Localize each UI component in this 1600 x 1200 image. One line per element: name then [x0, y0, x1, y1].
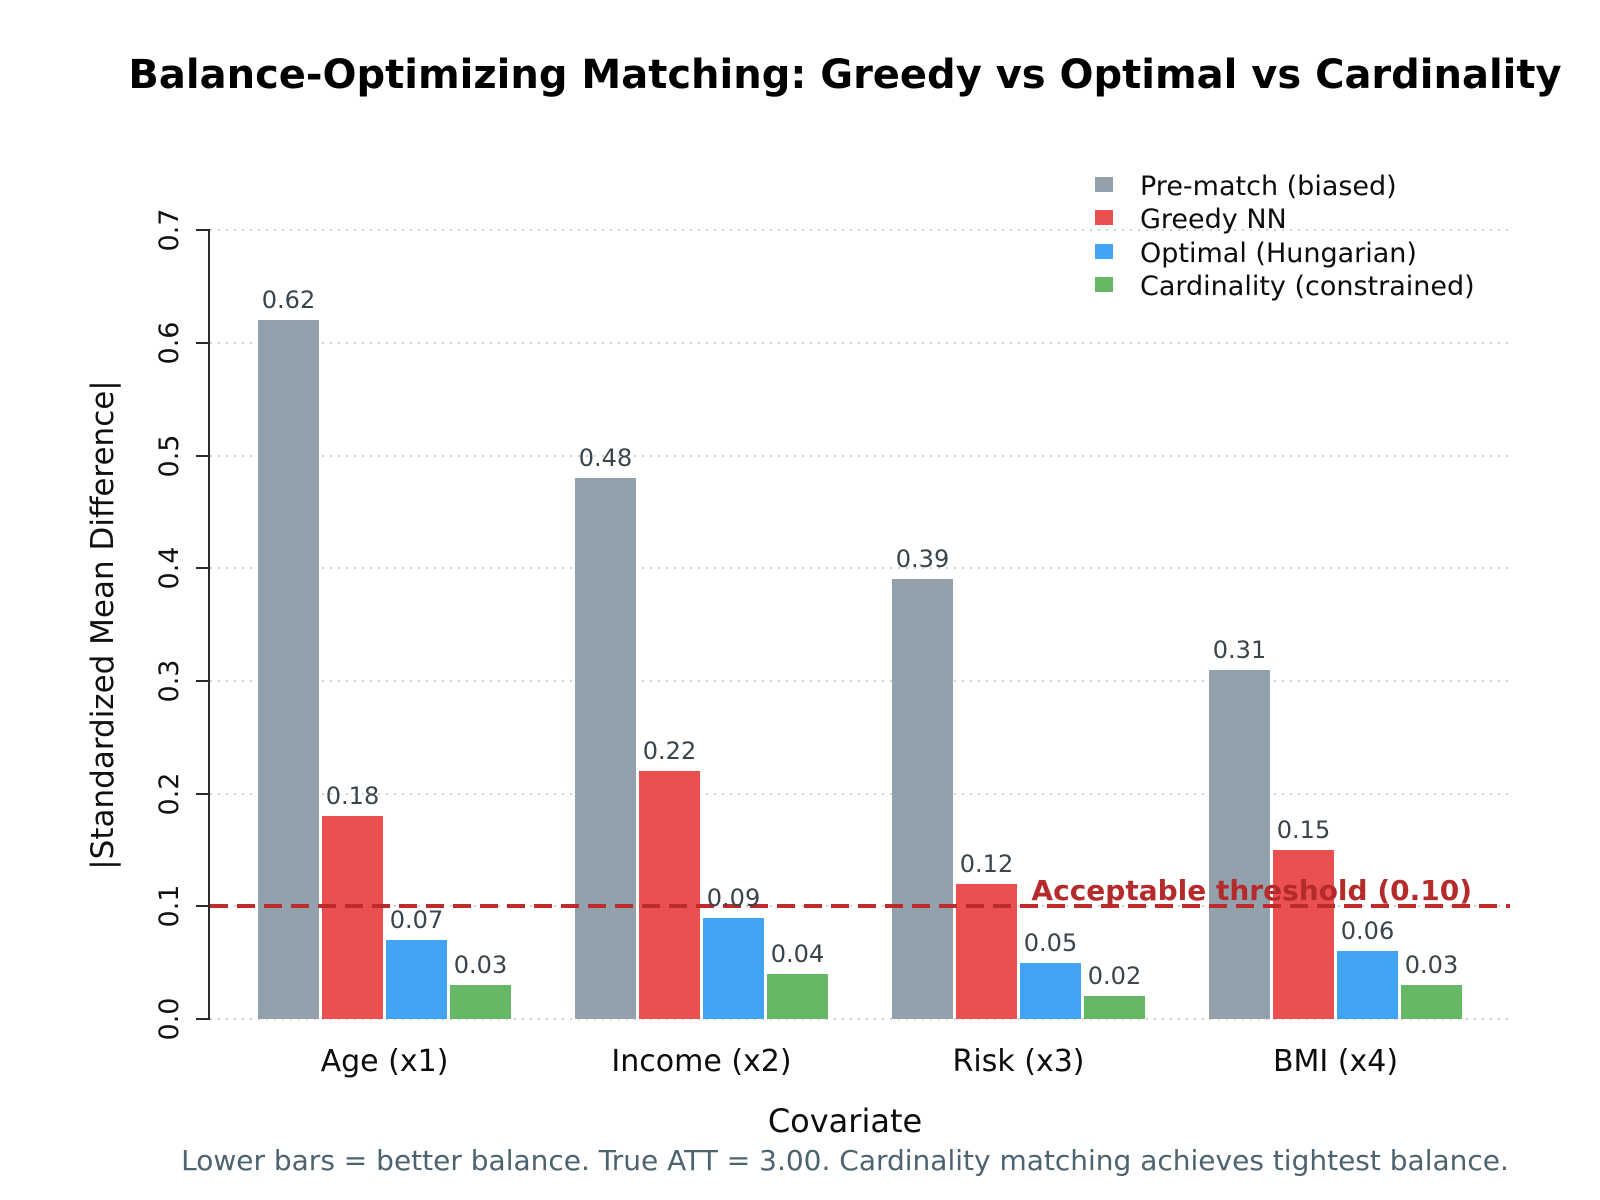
bar-value-optimal-hungarian-risk-x3: 0.05	[1023, 929, 1078, 957]
bar-optimal-hungarian-bmi-x4	[1337, 951, 1398, 1019]
x-axis-title: Covariate	[767, 1102, 923, 1140]
y-tick-label-0.0: 0.0	[154, 997, 185, 1041]
y-tick-label-0.7: 0.7	[154, 208, 185, 252]
bar-value-optimal-hungarian-bmi-x4: 0.06	[1340, 917, 1395, 945]
bar-value-greedy-nn-bmi-x4: 0.15	[1276, 816, 1331, 844]
y-axis-title: |Standardized Mean Difference|	[85, 380, 121, 870]
y-tick-0.3	[196, 679, 210, 682]
bar-greedy-nn-bmi-x4	[1273, 850, 1334, 1019]
x-category-label-bmi-x4: BMI (x4)	[1272, 1044, 1399, 1079]
bar-value-pre-match-biased-risk-x3: 0.39	[895, 545, 950, 573]
gridline-0.0	[210, 1018, 1510, 1020]
legend-label-greedy-nn: Greedy NN	[1140, 204, 1287, 235]
bar-cardinality-constrained-income-x2	[767, 974, 828, 1019]
legend-label-cardinality-constrained: Cardinality (constrained)	[1140, 271, 1475, 302]
y-tick-label-0.1: 0.1	[154, 884, 185, 928]
chart-title: Balance-Optimizing Matching: Greedy vs O…	[128, 52, 1562, 98]
bar-value-optimal-hungarian-age-x1: 0.07	[389, 906, 444, 934]
threshold-line	[210, 904, 1510, 908]
legend-label-pre-match-biased: Pre-match (biased)	[1140, 171, 1397, 202]
bar-value-greedy-nn-age-x1: 0.18	[325, 782, 380, 810]
bar-optimal-hungarian-risk-x3	[1020, 963, 1081, 1019]
footnote: Lower bars = better balance. True ATT = …	[181, 1144, 1509, 1177]
bar-value-pre-match-biased-age-x1: 0.62	[261, 286, 316, 314]
gridline-0.6	[210, 341, 1510, 344]
legend-label-optimal-hungarian: Optimal (Hungarian)	[1140, 238, 1417, 269]
legend-swatch-pre-match-biased	[1095, 177, 1113, 192]
bar-value-cardinality-constrained-bmi-x4: 0.03	[1404, 951, 1459, 979]
bar-greedy-nn-income-x2	[639, 771, 700, 1019]
y-tick-label-0.5: 0.5	[154, 434, 185, 477]
bar-value-optimal-hungarian-income-x2: 0.09	[706, 884, 761, 912]
bar-value-greedy-nn-risk-x3: 0.12	[959, 850, 1014, 878]
x-category-label-risk-x3: Risk (x3)	[952, 1044, 1085, 1079]
y-tick-label-0.4: 0.4	[154, 546, 185, 590]
bar-optimal-hungarian-age-x1	[386, 940, 447, 1019]
bar-value-greedy-nn-income-x2: 0.22	[642, 737, 697, 765]
x-category-label-age-x1: Age (x1)	[320, 1044, 449, 1079]
bar-value-cardinality-constrained-age-x1: 0.03	[453, 951, 508, 979]
bar-greedy-nn-age-x1	[322, 816, 383, 1019]
gridline-0.4	[210, 567, 1510, 570]
y-tick-0.5	[196, 454, 210, 457]
gridline-0.7	[210, 229, 1510, 232]
y-tick-label-0.6: 0.6	[154, 321, 185, 365]
y-tick-label-0.2: 0.2	[154, 772, 185, 816]
bar-cardinality-constrained-risk-x3	[1084, 996, 1145, 1019]
y-tick-0.2	[196, 792, 210, 795]
y-tick-0.7	[196, 229, 210, 232]
bar-pre-match-biased-income-x2	[575, 478, 636, 1019]
legend-swatch-cardinality-constrained	[1095, 277, 1113, 292]
gridline-0.2	[210, 792, 1510, 795]
bar-cardinality-constrained-bmi-x4	[1401, 985, 1462, 1019]
bar-pre-match-biased-bmi-x4	[1209, 670, 1270, 1019]
bar-value-cardinality-constrained-risk-x3: 0.02	[1087, 962, 1142, 990]
gridline-0.3	[210, 679, 1510, 682]
bar-value-pre-match-biased-income-x2: 0.48	[578, 444, 633, 472]
bar-pre-match-biased-risk-x3	[892, 579, 953, 1019]
bar-value-cardinality-constrained-income-x2: 0.04	[770, 940, 825, 968]
legend-swatch-optimal-hungarian	[1095, 244, 1113, 259]
y-tick-0.4	[196, 567, 210, 570]
y-tick-0.0	[196, 1018, 210, 1020]
bar-value-pre-match-biased-bmi-x4: 0.31	[1212, 636, 1267, 664]
y-tick-label-0.3: 0.3	[154, 659, 185, 703]
gridline-0.5	[210, 454, 1510, 457]
y-tick-0.6	[196, 341, 210, 344]
x-category-label-income-x2: Income (x2)	[611, 1044, 792, 1079]
bar-cardinality-constrained-age-x1	[450, 985, 511, 1019]
threshold-label: Acceptable threshold (0.10)	[1031, 874, 1472, 907]
legend-swatch-greedy-nn	[1095, 210, 1113, 225]
bar-pre-match-biased-age-x1	[258, 320, 319, 1019]
y-tick-0.1	[196, 905, 210, 908]
bar-optimal-hungarian-income-x2	[703, 918, 764, 1019]
y-axis-line	[208, 230, 210, 1020]
